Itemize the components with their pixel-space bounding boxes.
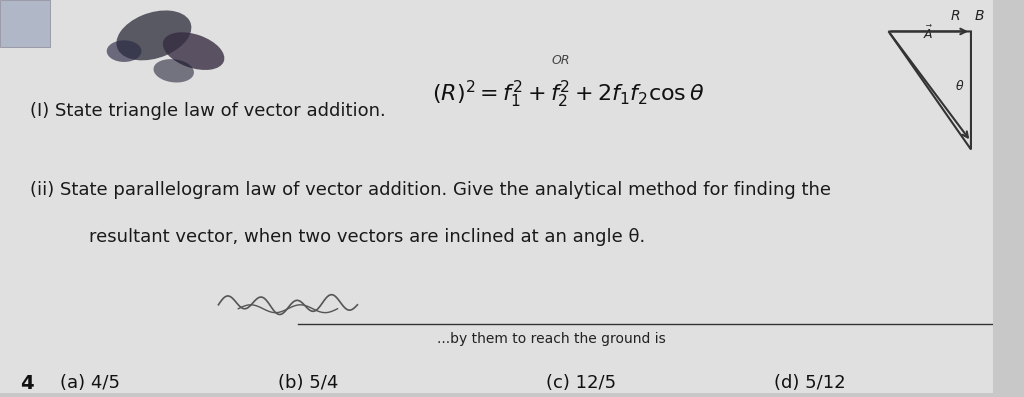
Text: 4: 4 [19,374,34,393]
Text: (I) State triangle law of vector addition.: (I) State triangle law of vector additio… [30,102,385,120]
Text: B: B [975,9,984,23]
Ellipse shape [117,10,191,60]
Text: $\theta$: $\theta$ [955,79,965,93]
Text: (a) 4/5: (a) 4/5 [59,374,120,391]
Text: R: R [951,9,961,23]
Text: $(R)^2 = f_1^{2}+f_2^{2}+2f_1f_2\cos\theta$: $(R)^2 = f_1^{2}+f_2^{2}+2f_1f_2\cos\the… [432,79,705,110]
Text: (d) 5/12: (d) 5/12 [774,374,846,391]
Ellipse shape [106,40,141,62]
Text: resultant vector, when two vectors are inclined at an angle θ.: resultant vector, when two vectors are i… [89,228,645,246]
Text: (b) 5/4: (b) 5/4 [278,374,338,391]
FancyBboxPatch shape [0,0,993,393]
Ellipse shape [163,32,224,70]
Text: ...by them to reach the ground is: ...by them to reach the ground is [437,332,666,346]
Text: (ii) State parallelogram law of vector addition. Give the analytical method for : (ii) State parallelogram law of vector a… [30,181,830,199]
Text: $\vec{A}$: $\vec{A}$ [924,25,934,42]
FancyBboxPatch shape [0,0,49,47]
Text: OR: OR [552,54,570,67]
Ellipse shape [154,59,194,83]
Text: (c) 12/5: (c) 12/5 [546,374,616,391]
